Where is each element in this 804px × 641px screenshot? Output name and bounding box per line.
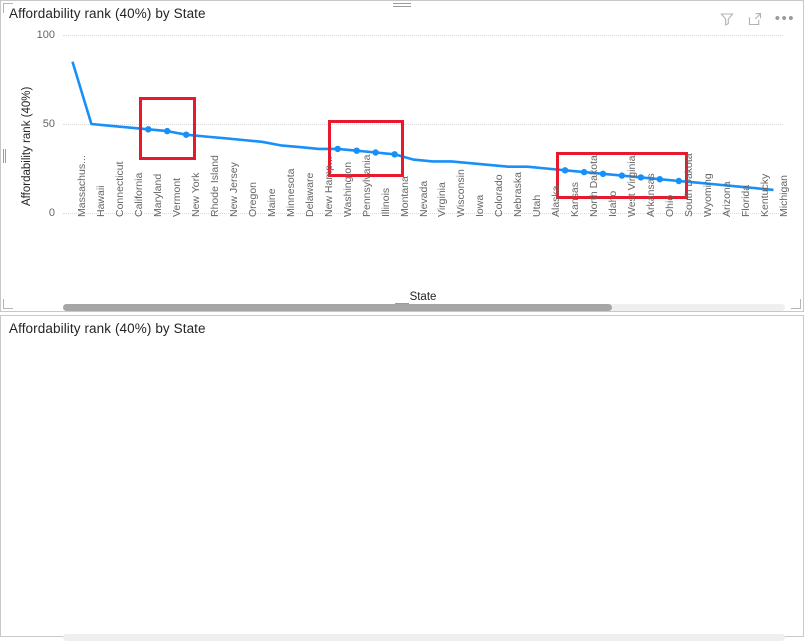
y-axis-tick-label: 100 [36, 29, 55, 41]
x-axis-tick-label[interactable]: Pennsylvania [360, 154, 373, 217]
x-axis-tick-label[interactable]: Utah [531, 194, 544, 217]
x-axis-tick-label[interactable]: Arkansas [644, 173, 657, 217]
x-axis-tick-label[interactable]: Connecticut [114, 161, 127, 217]
x-axis-tick-label[interactable]: Florida [739, 184, 752, 217]
line-path [71, 61, 774, 192]
x-axis-tick-label[interactable]: Kansas [569, 181, 582, 217]
y-axis-tick-label: 0 [48, 207, 55, 219]
x-axis-tick-label[interactable]: Virginia [436, 182, 449, 217]
data-point-marker[interactable] [183, 131, 190, 138]
plot-area-line-chart[interactable] [63, 35, 783, 214]
gridline [63, 35, 783, 36]
x-axis-tick-label[interactable]: West Virginia [625, 155, 638, 217]
horizontal-scrollbar-line-chart[interactable] [63, 304, 785, 311]
more-options-icon[interactable]: ••• [774, 10, 795, 27]
x-axis-tick-label[interactable]: Montana [398, 176, 411, 217]
resize-handle-bottom-left[interactable] [3, 299, 13, 309]
data-point-marker[interactable] [599, 170, 607, 177]
resize-handle-top-center[interactable] [393, 3, 411, 8]
gridline [63, 124, 783, 125]
x-axis-tick-label[interactable]: Vermont [171, 177, 184, 217]
x-axis-tick-label[interactable]: Wisconsin [455, 169, 468, 217]
visual-line-chart[interactable]: Affordability rank (40%) by State ••• Af… [0, 0, 804, 312]
data-point-marker[interactable] [145, 126, 152, 133]
x-axis-tick-label[interactable]: Wyoming [701, 173, 714, 217]
horizontal-scrollbar-bar-chart[interactable] [63, 634, 785, 641]
data-point-marker[interactable] [164, 127, 171, 135]
gridline [63, 213, 783, 214]
x-axis-tick-label[interactable]: Illinois [379, 187, 392, 217]
visual-header-icons-line: ••• [719, 11, 795, 27]
x-axis-tick-label[interactable]: Kentucky [758, 173, 771, 217]
x-axis-tick-label[interactable]: New Hamp... [322, 156, 335, 217]
scrollbar-thumb[interactable] [63, 304, 612, 311]
data-point-marker[interactable] [656, 176, 663, 183]
x-axis-tick-label[interactable]: Nebraska [512, 172, 525, 217]
data-point-marker[interactable] [637, 174, 645, 181]
data-point-marker[interactable] [561, 167, 569, 174]
visual-header-line: Affordability rank (40%) by State [9, 5, 799, 25]
visual-title-line: Affordability rank (40%) by State [9, 6, 206, 21]
x-axis-tick-label[interactable]: Alaska [550, 185, 563, 217]
visual-title-bar: Affordability rank (40%) by State [9, 321, 206, 336]
x-axis-title-line: State [409, 291, 437, 303]
x-axis-tick-label[interactable]: New York [190, 172, 203, 217]
x-axis-tick-label[interactable]: Arizona [720, 181, 733, 217]
x-axis-tick-label[interactable]: Michigan [777, 174, 790, 217]
x-axis-tick-label[interactable]: Iowa [474, 194, 487, 217]
x-axis-tick-label[interactable]: South Dakota [682, 153, 695, 217]
focus-mode-icon[interactable] [747, 11, 763, 27]
x-axis-tick-label[interactable]: California [133, 172, 146, 217]
x-axis-tick-label[interactable]: Delaware [303, 172, 316, 217]
x-axis-tick-label[interactable]: Maine [265, 188, 278, 217]
visual-bar-chart[interactable]: Affordability rank (40%) by State [0, 315, 804, 641]
x-axis-tick-label[interactable]: Washington [341, 161, 354, 217]
x-axis-tick-label[interactable]: Oregon [247, 181, 259, 217]
data-point-marker[interactable] [372, 149, 379, 156]
x-axis-tick-label[interactable]: North Dakota [588, 155, 601, 217]
x-axis-tick-label[interactable]: Nevada [417, 180, 430, 217]
resize-handle-bottom-right[interactable] [791, 299, 801, 309]
data-point-marker[interactable] [391, 151, 398, 158]
y-axis-title-line: Affordability rank (40%) [21, 86, 33, 206]
resize-handle-top-left[interactable] [3, 3, 13, 13]
data-point-marker[interactable] [580, 168, 588, 176]
x-axis-tick-label[interactable]: Hawaii [95, 185, 108, 217]
line-series[interactable] [63, 35, 783, 213]
data-point-marker[interactable] [353, 147, 360, 154]
x-axis-tick-label[interactable]: Massachus... [76, 155, 89, 217]
data-point-marker[interactable] [618, 172, 626, 179]
resize-handle-left[interactable] [3, 149, 7, 163]
plot-area-bar-chart[interactable] [63, 360, 783, 548]
x-axis-tick-label[interactable]: New Jersey [228, 162, 241, 217]
filter-icon[interactable] [719, 11, 735, 27]
y-axis-tick-label: 50 [42, 118, 55, 130]
x-axis-tick-label[interactable]: Colorado [493, 174, 506, 217]
x-axis-tick-label[interactable]: Rhode Island [209, 155, 222, 217]
x-axis-tick-label[interactable]: Minnesota [284, 168, 297, 217]
data-point-marker[interactable] [334, 145, 341, 153]
data-point-marker[interactable] [675, 177, 682, 185]
visual-header-bar: Affordability rank (40%) by State [9, 320, 799, 340]
x-axis-tick-label[interactable]: Ohio [663, 194, 676, 217]
x-axis-tick-label[interactable]: Idaho [607, 190, 619, 217]
x-axis-tick-label[interactable]: Maryland [152, 173, 165, 217]
